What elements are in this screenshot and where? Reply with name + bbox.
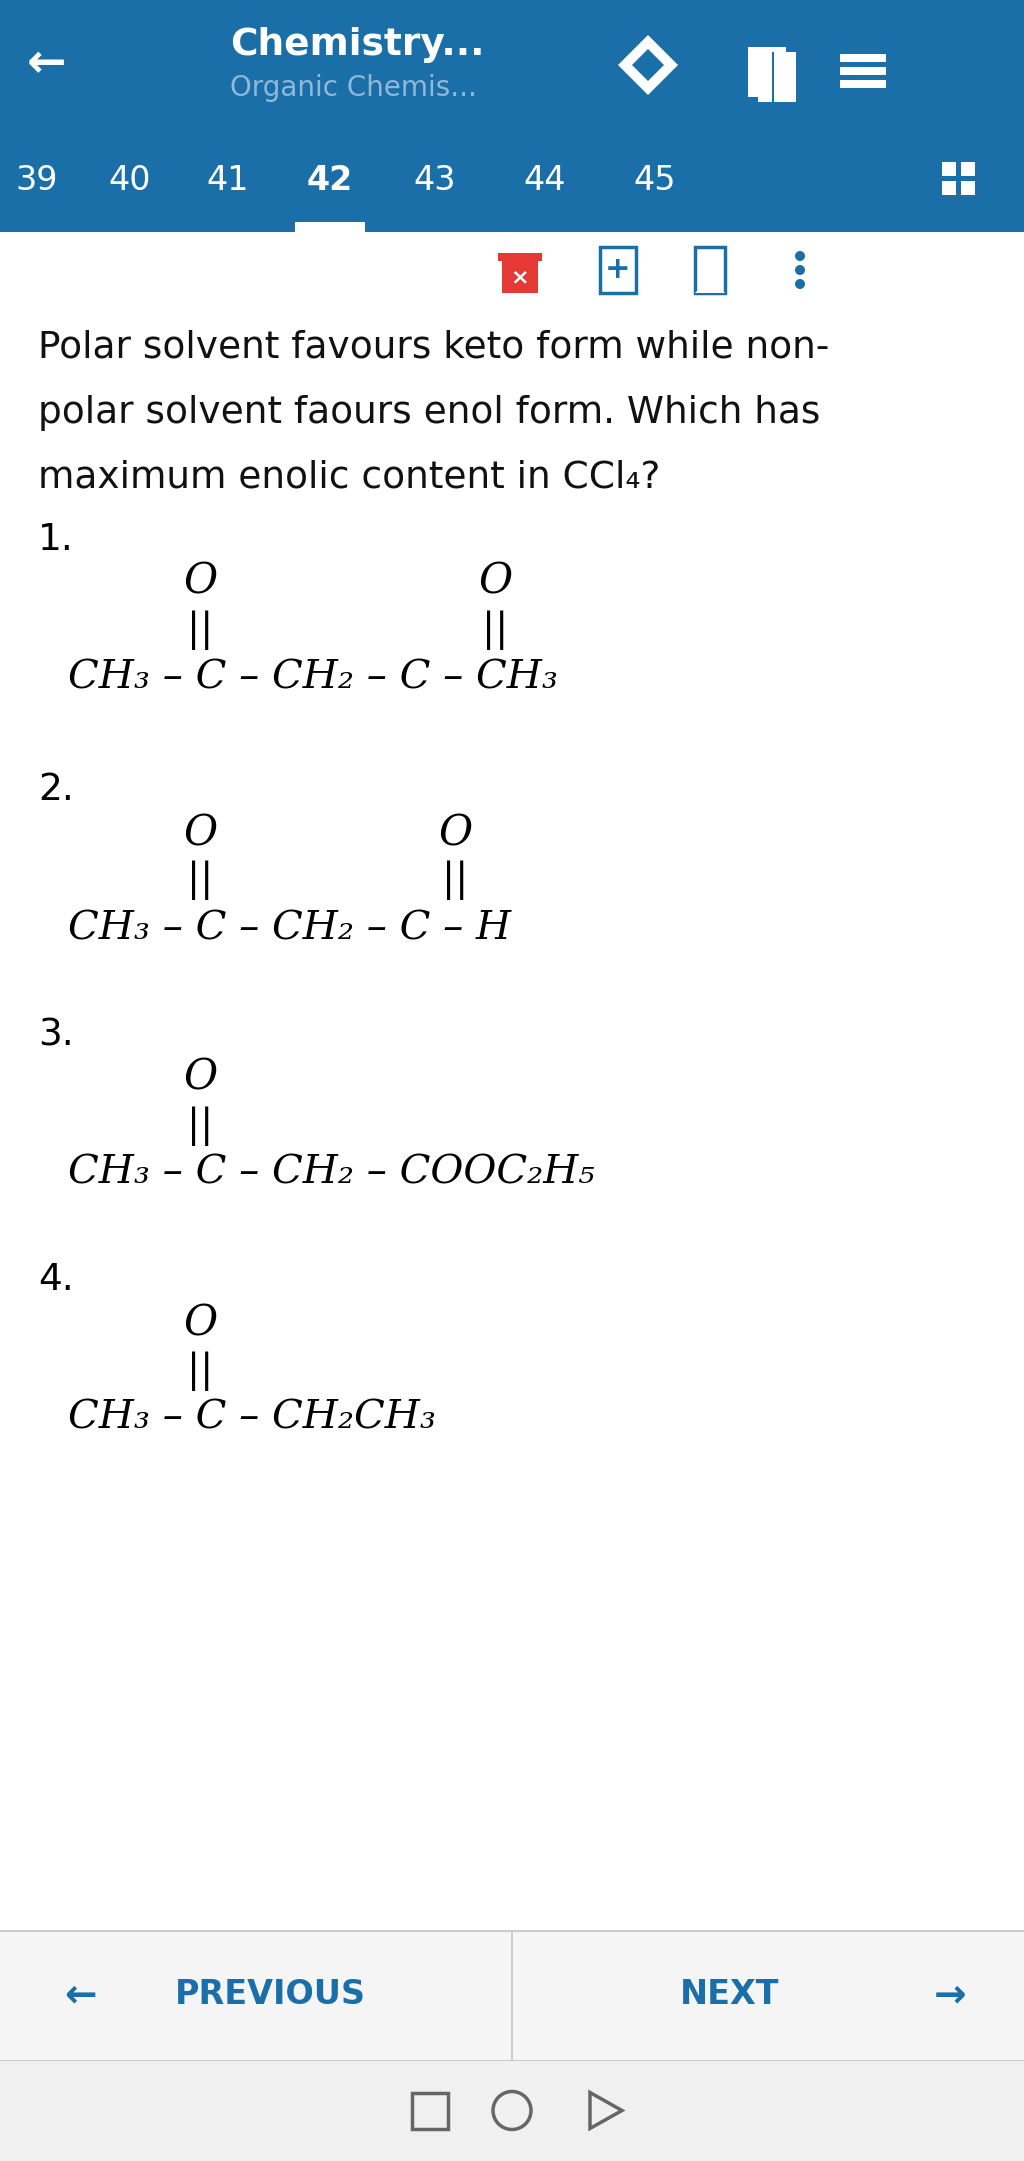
Text: O: O xyxy=(438,813,472,854)
Bar xyxy=(600,246,636,294)
Text: maximum enolic content in CCl₄?: maximum enolic content in CCl₄? xyxy=(38,460,660,497)
Text: O: O xyxy=(183,1057,217,1100)
Bar xyxy=(502,259,538,294)
Text: Polar solvent favours keto form while non-: Polar solvent favours keto form while no… xyxy=(38,331,829,365)
Bar xyxy=(0,130,1024,231)
Bar xyxy=(695,246,725,294)
Text: 1.: 1. xyxy=(38,523,74,558)
Circle shape xyxy=(795,279,805,290)
Text: PREVIOUS: PREVIOUS xyxy=(174,1979,366,2012)
Text: 40: 40 xyxy=(109,164,152,197)
Text: ||: || xyxy=(186,1351,213,1392)
Text: CH₃ – C – CH₂ – C – H: CH₃ – C – CH₂ – C – H xyxy=(68,910,511,947)
Text: ||: || xyxy=(186,1106,213,1145)
Text: ||: || xyxy=(482,609,508,650)
Text: NEXT: NEXT xyxy=(680,1979,779,2012)
Bar xyxy=(412,2092,449,2129)
Bar xyxy=(0,2059,1024,2161)
Text: Chemistry...: Chemistry... xyxy=(230,26,484,63)
Bar xyxy=(840,54,886,63)
Text: 4.: 4. xyxy=(38,1262,74,1299)
Circle shape xyxy=(795,266,805,274)
Bar xyxy=(748,48,786,97)
Text: O: O xyxy=(183,562,217,603)
Bar xyxy=(511,1930,513,2059)
Text: ←: ← xyxy=(28,43,67,86)
Bar xyxy=(0,1930,1024,2059)
Bar xyxy=(942,162,956,175)
Text: O: O xyxy=(183,813,217,854)
Text: 2.: 2. xyxy=(38,771,74,808)
Bar xyxy=(961,162,975,175)
Text: 39: 39 xyxy=(15,164,58,197)
Text: →: → xyxy=(934,1975,967,2014)
Bar xyxy=(942,182,956,194)
Text: ||: || xyxy=(186,609,213,650)
Polygon shape xyxy=(632,50,664,80)
Text: O: O xyxy=(183,1301,217,1344)
Text: CH₃ – C – CH₂ – C – CH₃: CH₃ – C – CH₂ – C – CH₃ xyxy=(68,659,558,696)
Text: 41: 41 xyxy=(207,164,249,197)
Text: CH₃ – C – CH₂ – COOC₂H₅: CH₃ – C – CH₂ – COOC₂H₅ xyxy=(68,1154,595,1191)
Bar xyxy=(758,52,796,102)
Bar xyxy=(840,67,886,76)
Text: ||: || xyxy=(442,860,468,899)
Bar xyxy=(772,52,774,102)
Text: 45: 45 xyxy=(634,164,676,197)
Bar xyxy=(840,80,886,89)
Text: +: + xyxy=(605,255,631,283)
Text: 42: 42 xyxy=(307,164,353,197)
Text: 43: 43 xyxy=(414,164,457,197)
Bar xyxy=(0,0,1024,130)
Polygon shape xyxy=(695,279,725,294)
Text: 3.: 3. xyxy=(38,1018,74,1052)
Text: ||: || xyxy=(186,860,213,899)
Text: ×: × xyxy=(511,268,529,287)
Polygon shape xyxy=(618,35,678,95)
Circle shape xyxy=(795,251,805,261)
Text: 44: 44 xyxy=(523,164,566,197)
Bar xyxy=(961,182,975,194)
Bar xyxy=(512,253,528,264)
Text: Organic Chemis...: Organic Chemis... xyxy=(230,73,477,102)
Text: CH₃ – C – CH₂CH₃: CH₃ – C – CH₂CH₃ xyxy=(68,1400,436,1437)
Bar xyxy=(498,253,542,261)
Text: polar solvent faours enol form. Which has: polar solvent faours enol form. Which ha… xyxy=(38,395,820,430)
Text: ←: ← xyxy=(63,1975,96,2014)
Bar xyxy=(295,223,365,231)
Text: O: O xyxy=(478,562,512,603)
